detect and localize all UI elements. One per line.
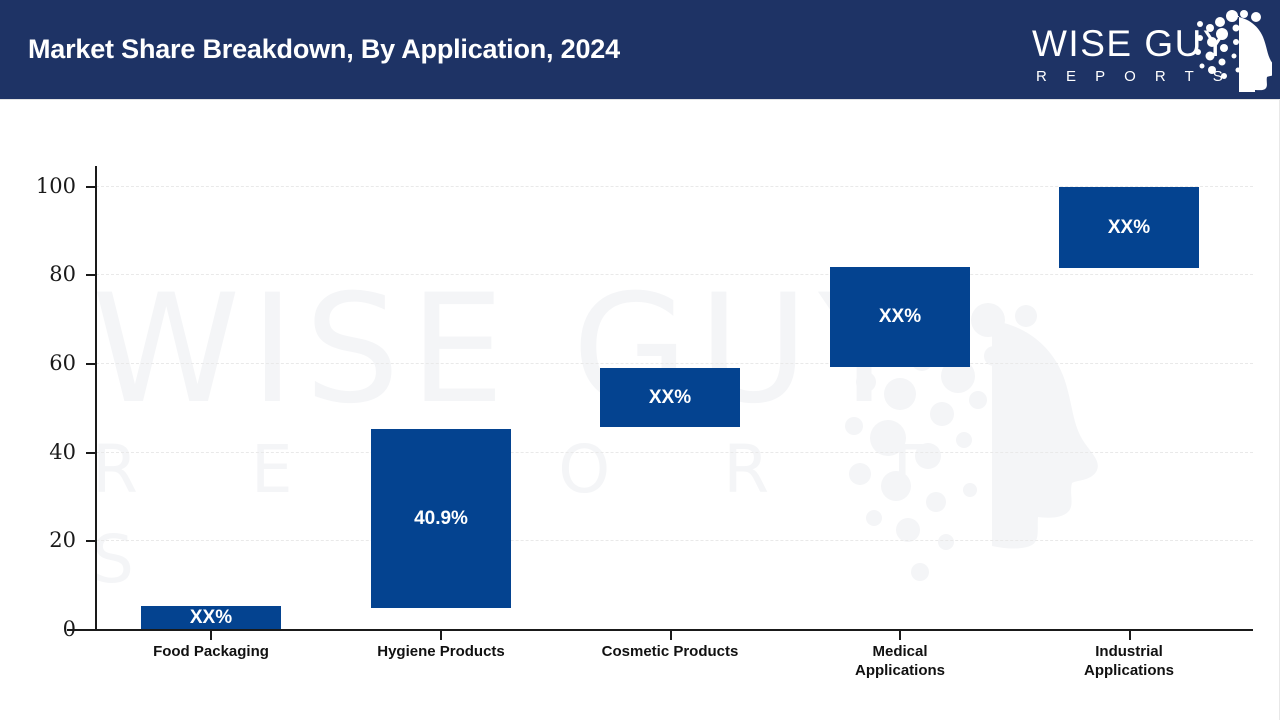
x-axis-label-medical-applications-line-2: Applications (854, 662, 945, 679)
bar-medical-applications[interactable]: XX% (830, 267, 970, 367)
bar-label-cosmetic-products: XX% (648, 386, 692, 408)
x-axis-label-industrial-applications-line-1: Industrial (1095, 643, 1163, 660)
bar-label-medical-applications: XX% (878, 306, 922, 327)
y-tick-mark-100 (86, 186, 96, 188)
x-axis-label-cosmetic-products-line-1: Cosmetic Products (601, 643, 739, 660)
gridline-20 (96, 540, 1253, 541)
logo-wordmark-primary: WISE GUY (1032, 23, 1229, 64)
logo-head-icon (1195, 10, 1277, 102)
bar-industrial-applications[interactable]: XX% (1059, 187, 1199, 268)
x-axis-label-industrial-applications: Industrial Applications (1029, 642, 1229, 680)
chart-area: WISE GUY R E P O R T S (0, 99, 1280, 720)
bar-label-industrial-applications: XX% (1107, 216, 1151, 238)
plot-region: 100 80 60 40 20 0 XX% 40.9% XX% XX% XX% … (0, 100, 1279, 720)
x-axis-label-food-packaging: Food Packaging (111, 642, 311, 661)
x-tick-mark-food-packaging (210, 631, 212, 640)
gridline-80 (96, 274, 1253, 275)
wise-guy-reports-logo: WISE GUY R E P O R T S (1024, 8, 1277, 102)
y-tick-mark-80 (86, 274, 96, 276)
x-tick-mark-cosmetic-products (670, 631, 672, 640)
x-axis-label-medical-applications-line-1: Medical (872, 643, 928, 660)
x-axis-line (67, 629, 1253, 631)
gridline-40 (96, 452, 1253, 453)
y-tick-mark-60 (86, 363, 96, 365)
bar-cosmetic-products[interactable]: XX% (600, 368, 740, 427)
x-axis-label-industrial-applications-line-2: Applications (1083, 662, 1174, 679)
gridline-60 (96, 363, 1253, 364)
x-tick-mark-hygiene-products (440, 631, 442, 640)
y-tick-label-40: 40 (49, 440, 76, 464)
y-tick-label-100: 100 (35, 174, 76, 198)
x-axis-label-cosmetic-products: Cosmetic Products (570, 642, 770, 661)
y-tick-mark-20 (86, 540, 96, 542)
page-header: Market Share Breakdown, By Application, … (0, 0, 1280, 102)
y-tick-label-20: 20 (49, 528, 76, 552)
gridline-100 (96, 186, 1253, 187)
page-title: Market Share Breakdown, By Application, … (28, 34, 620, 64)
y-tick-label-0: 0 (62, 617, 76, 641)
bar-label-hygiene-products: 40.9% (414, 507, 468, 529)
y-axis-line (95, 166, 97, 630)
x-tick-mark-medical-applications (899, 631, 901, 640)
x-axis-label-hygiene-products-line-1: Hygiene Products (377, 643, 505, 660)
x-axis-label-food-packaging-line-1: Food Packaging (153, 643, 269, 660)
y-tick-mark-0 (86, 629, 96, 631)
logo-wordmark-secondary: R E P O R T S (1036, 68, 1230, 85)
bar-label-food-packaging: XX% (189, 606, 233, 628)
y-tick-label-80: 80 (49, 262, 76, 286)
bar-hygiene-products[interactable]: 40.9% (371, 429, 511, 608)
x-axis-label-medical-applications: Medical Applications (800, 642, 1000, 680)
y-tick-label-60: 60 (49, 351, 76, 375)
x-axis-label-hygiene-products: Hygiene Products (341, 642, 541, 661)
x-tick-mark-industrial-applications (1129, 631, 1131, 640)
y-tick-mark-40 (86, 452, 96, 454)
bar-food-packaging[interactable]: XX% (141, 606, 281, 629)
